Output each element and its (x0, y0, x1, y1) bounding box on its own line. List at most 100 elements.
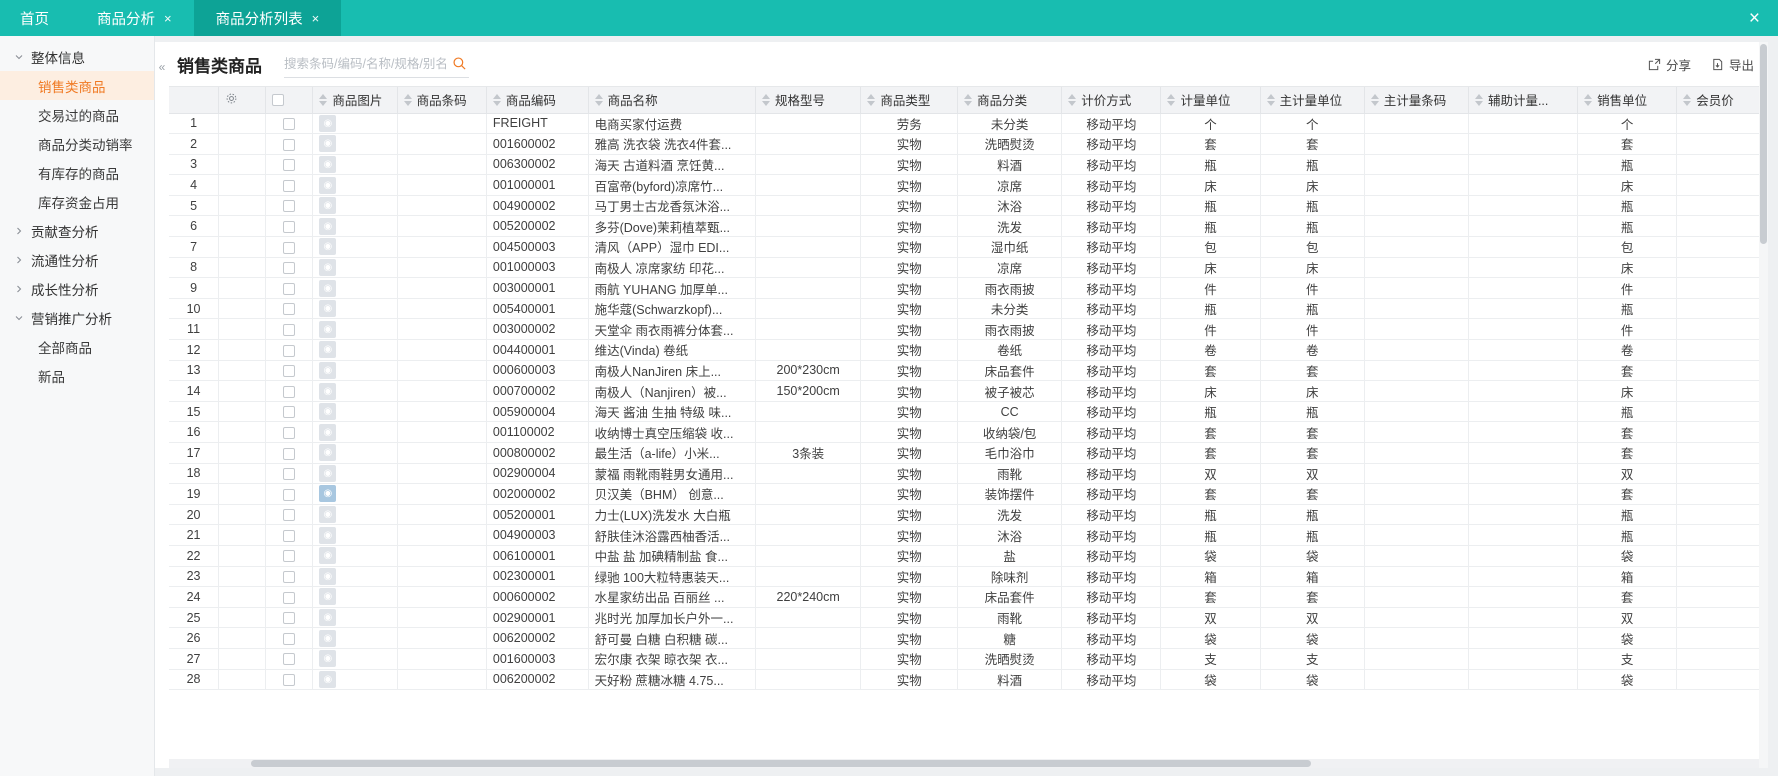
sort-arrows-icon[interactable] (1266, 93, 1275, 106)
table-header-barcode[interactable]: 商品条码 (397, 87, 487, 114)
checkbox[interactable] (272, 94, 285, 107)
checkbox[interactable] (283, 200, 296, 213)
search-icon[interactable] (449, 54, 469, 74)
row-checkbox[interactable] (265, 545, 314, 567)
table-header-unit[interactable]: 计量单位 (1160, 87, 1261, 114)
checkbox[interactable] (283, 632, 296, 645)
checkbox[interactable] (283, 509, 296, 522)
sidebar-item-all-products[interactable]: 全部商品 (0, 332, 154, 361)
vertical-scrollbar[interactable] (1759, 42, 1768, 768)
table-row[interactable]: 17 ◉ 000800002 最生活（a-life）小米... 3条装 实物 毛巾浴巾 移动平… (169, 442, 1768, 464)
checkbox[interactable] (283, 282, 296, 295)
sidebar-item-category-sell-through[interactable]: 商品分类动销率 (0, 129, 154, 158)
row-checkbox[interactable] (265, 463, 314, 485)
sort-arrows-icon[interactable] (1584, 93, 1593, 106)
product-image-thumbnail[interactable]: ◉ (312, 504, 398, 526)
checkbox[interactable] (283, 550, 296, 563)
checkbox[interactable] (283, 488, 296, 501)
window-close-icon[interactable]: × (1748, 7, 1760, 29)
table-header-category[interactable]: 商品分类 (957, 87, 1063, 114)
table-header-pic[interactable]: 商品图片 (312, 87, 398, 114)
checkbox[interactable] (283, 468, 296, 481)
row-checkbox[interactable] (265, 133, 314, 155)
product-image-thumbnail[interactable]: ◉ (312, 257, 398, 279)
table-header-code[interactable]: 商品编码 (486, 87, 589, 114)
table-row[interactable]: 27 ◉ 001600003 宏尔康 衣架 晾衣架 衣... 实物 洗晒熨烫 移动平均支支支… (169, 648, 1768, 670)
product-image-thumbnail[interactable]: ◉ (312, 669, 398, 691)
checkbox[interactable] (283, 118, 296, 130)
horizontal-scrollbar[interactable] (169, 759, 1759, 768)
checkbox[interactable] (283, 447, 296, 460)
sort-arrows-icon[interactable] (761, 93, 770, 106)
row-checkbox[interactable] (265, 215, 314, 238)
row-checkbox[interactable] (265, 607, 314, 629)
row-checkbox[interactable] (265, 113, 314, 135)
sidebar-item-traded-products[interactable]: 交易过的商品 (0, 100, 154, 129)
sort-arrows-icon[interactable] (1167, 93, 1176, 106)
product-image-thumbnail[interactable]: ◉ (312, 401, 398, 423)
product-image-thumbnail[interactable]: ◉ (312, 483, 398, 505)
table-row[interactable]: 1◉FREIGHT电商买家付运费劳务未分类移动平均个个个否否 (169, 113, 1768, 135)
table-header-mainunit[interactable]: 主计量单位 (1260, 87, 1365, 114)
row-checkbox[interactable] (265, 504, 314, 526)
row-checkbox[interactable] (265, 236, 314, 258)
product-image-thumbnail[interactable]: ◉ (312, 648, 398, 670)
checkbox[interactable] (283, 591, 296, 604)
sort-arrows-icon[interactable] (492, 93, 501, 106)
row-checkbox[interactable] (265, 421, 314, 443)
tab-close-icon[interactable]: × (311, 10, 320, 26)
checkbox[interactable] (283, 241, 296, 254)
sort-arrows-icon[interactable] (964, 93, 973, 106)
row-checkbox[interactable] (265, 154, 314, 176)
sidebar-item-sales-products[interactable]: 销售类商品 (0, 71, 154, 100)
table-header-type[interactable]: 商品类型 (860, 87, 959, 114)
table-header-name[interactable]: 商品名称 (588, 87, 756, 114)
sidebar-collapse-icon[interactable]: « (158, 60, 166, 74)
table-row[interactable]: 14 ◉ 000700002 南极人（Nanjiren）被... 150*200cm 实物… (169, 380, 1768, 402)
row-checkbox[interactable] (265, 277, 314, 299)
checkbox[interactable] (283, 159, 296, 172)
checkbox[interactable] (283, 344, 296, 357)
row-checkbox[interactable] (265, 257, 314, 279)
table-header-saleunit[interactable]: 销售单位 (1577, 87, 1678, 114)
product-image-thumbnail[interactable]: ◉ (312, 298, 398, 320)
table-row[interactable]: 9 ◉ 003000001 雨航 YUHANG 加厚单... 实物 雨衣雨披 移动平均件件件… (169, 277, 1768, 299)
checkbox[interactable] (283, 529, 296, 542)
export-button[interactable]: 导出 (1711, 55, 1754, 74)
product-image-thumbnail[interactable]: ◉ (312, 277, 398, 299)
checkbox[interactable] (283, 365, 296, 378)
row-checkbox[interactable] (265, 524, 314, 546)
sort-arrows-icon[interactable] (1068, 93, 1077, 106)
tab-home[interactable]: 首页 (0, 0, 75, 36)
checkbox[interactable] (283, 653, 296, 666)
row-checkbox[interactable] (265, 298, 314, 320)
product-image-thumbnail[interactable]: ◉ (312, 442, 398, 464)
checkbox[interactable] (283, 179, 296, 192)
row-checkbox[interactable] (265, 648, 314, 670)
product-image-thumbnail[interactable]: ◉ (312, 318, 398, 341)
product-image-thumbnail[interactable]: ◉ (312, 154, 398, 176)
row-checkbox[interactable] (265, 669, 314, 691)
checkbox[interactable] (283, 220, 296, 233)
product-image-thumbnail[interactable]: ◉ (312, 586, 398, 608)
product-image-thumbnail[interactable]: ◉ (312, 236, 398, 258)
tab-product-analysis-list[interactable]: 商品分析列表 × (193, 0, 342, 36)
sidebar-group-contribution-analysis[interactable]: 贡献查分析 (0, 216, 154, 245)
product-image-thumbnail[interactable]: ◉ (312, 339, 398, 361)
tab-product-analysis[interactable]: 商品分析 × (75, 0, 194, 36)
checkbox[interactable] (283, 612, 296, 625)
sidebar-item-new-products[interactable]: 新品 (0, 361, 154, 390)
sort-arrows-icon[interactable] (867, 93, 876, 106)
sort-arrows-icon[interactable] (1683, 93, 1692, 106)
product-image-thumbnail[interactable]: ◉ (312, 627, 398, 649)
